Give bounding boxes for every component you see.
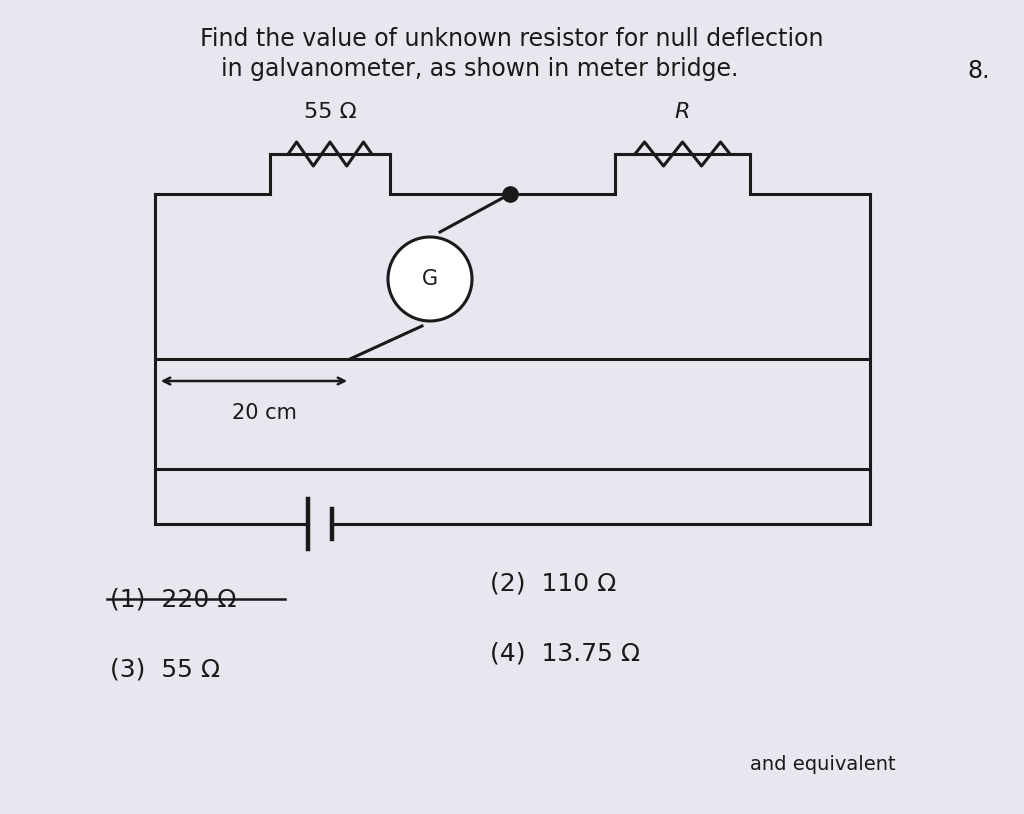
- Text: R: R: [675, 102, 690, 122]
- Text: (3)  55 Ω: (3) 55 Ω: [110, 657, 220, 681]
- Text: 8.: 8.: [968, 59, 990, 83]
- Text: (1)  220 Ω: (1) 220 Ω: [110, 587, 237, 611]
- Text: 55 Ω: 55 Ω: [304, 102, 356, 122]
- Text: 20 cm: 20 cm: [231, 403, 296, 423]
- Circle shape: [388, 237, 472, 321]
- Text: G: G: [422, 269, 438, 289]
- Text: in galvanometer, as shown in meter bridge.: in galvanometer, as shown in meter bridg…: [221, 57, 738, 81]
- Text: Find the value of unknown resistor for null deflection: Find the value of unknown resistor for n…: [201, 27, 823, 51]
- Text: and equivalent: and equivalent: [750, 755, 896, 773]
- Text: (4)  13.75 Ω: (4) 13.75 Ω: [490, 642, 640, 666]
- Text: (2)  110 Ω: (2) 110 Ω: [490, 572, 616, 596]
